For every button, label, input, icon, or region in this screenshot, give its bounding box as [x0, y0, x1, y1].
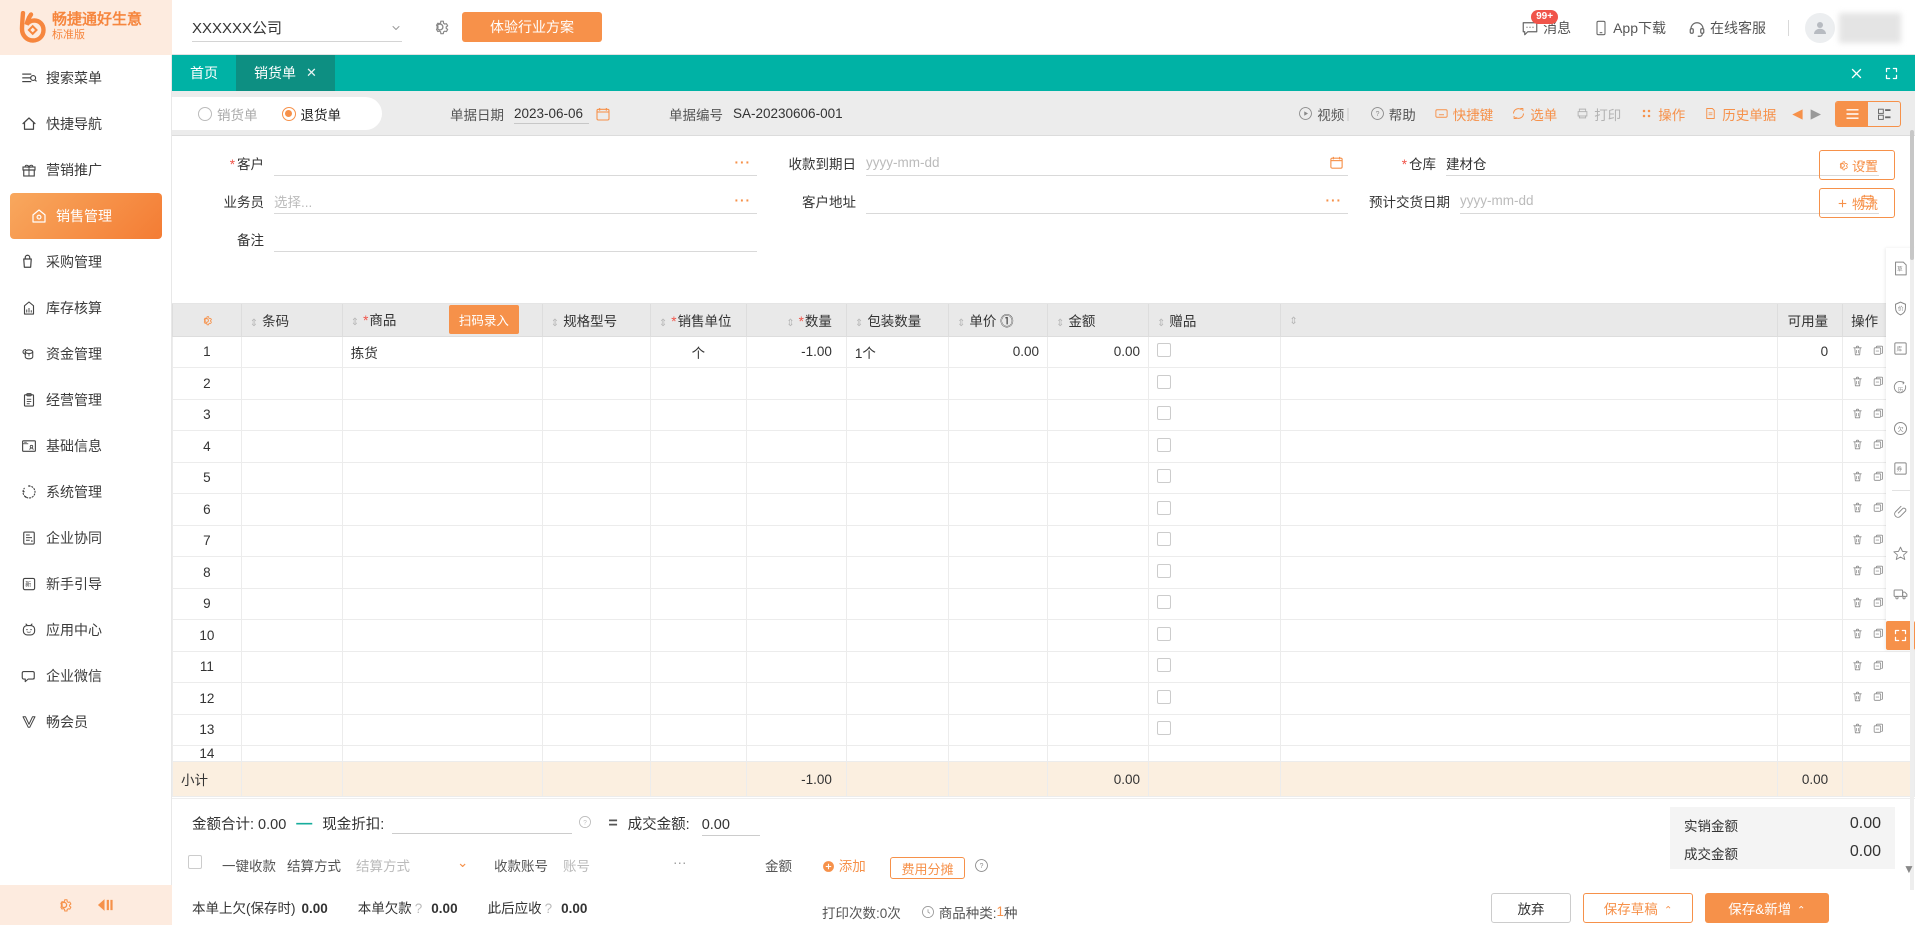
svg-text:欠: 欠: [1898, 425, 1904, 433]
svg-text:券: 券: [1896, 464, 1902, 472]
svg-text:历: 历: [1898, 386, 1903, 393]
svg-text:价: 价: [1898, 305, 1904, 312]
svg-text:?: ?: [980, 863, 984, 870]
svg-text:草: 草: [1897, 264, 1903, 272]
svg-text:新: 新: [25, 581, 31, 589]
svg-text:库: 库: [1896, 344, 1902, 352]
svg-text:?: ?: [1375, 111, 1379, 118]
svg-text:?: ?: [584, 819, 588, 826]
